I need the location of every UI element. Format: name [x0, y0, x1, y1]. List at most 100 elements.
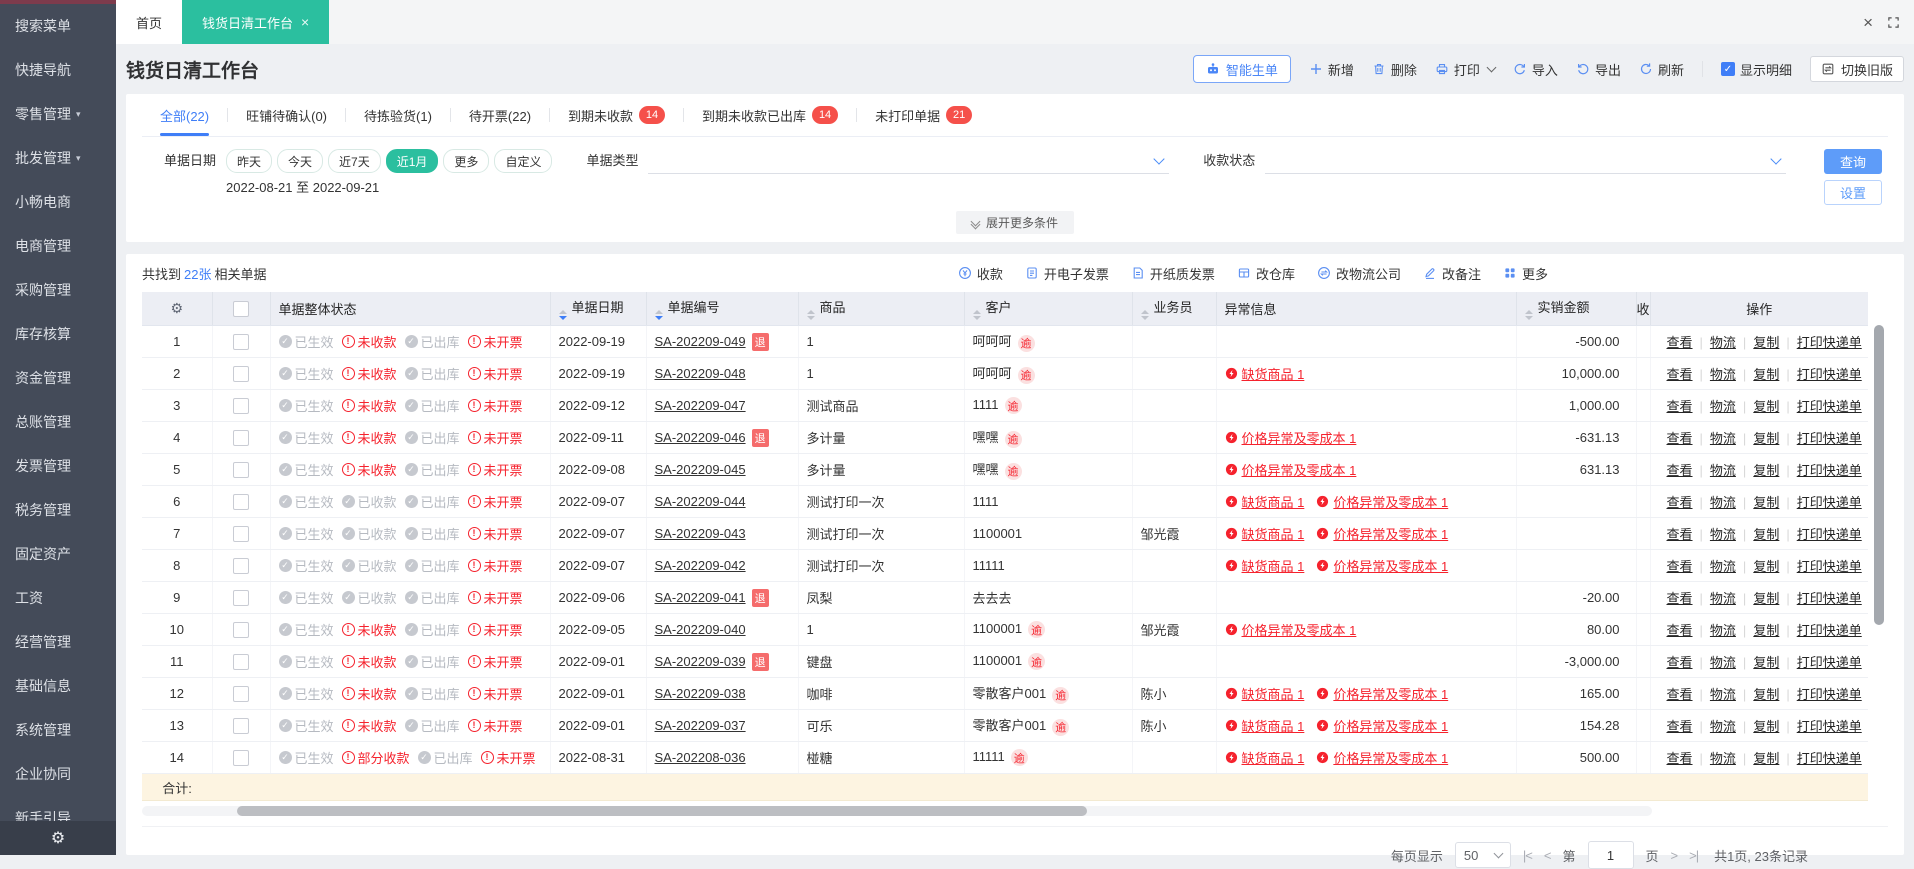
show-detail-toggle[interactable]: ✓ 显示明细 — [1720, 60, 1792, 79]
row-op-查看[interactable]: 查看 — [1666, 719, 1693, 734]
status-tab[interactable]: 待拣验货(1) — [364, 108, 432, 124]
payment-status-select[interactable] — [1265, 149, 1787, 174]
sidebar-item[interactable]: 基础信息 — [15, 678, 71, 694]
row-op-复制[interactable]: 复制 — [1753, 335, 1780, 350]
row-op-查看[interactable]: 查看 — [1666, 431, 1693, 446]
row-checkbox[interactable] — [233, 525, 249, 542]
column-settings-gear-icon[interactable]: ⚙ — [170, 300, 184, 316]
row-op-查看[interactable]: 查看 — [1666, 591, 1693, 606]
row-checkbox[interactable] — [233, 461, 249, 478]
result-count-link[interactable]: 22张 — [184, 266, 212, 282]
table-header-cell[interactable]: 单据编号 — [646, 292, 799, 326]
row-op-复制[interactable]: 复制 — [1753, 623, 1780, 638]
row-op-打印快递单[interactable]: 打印快递单 — [1796, 687, 1862, 702]
row-op-物流[interactable]: 物流 — [1709, 687, 1736, 702]
row-checkbox[interactable] — [233, 365, 249, 382]
order-number-link[interactable]: SA-202209-037 — [654, 718, 746, 733]
switch-old-version-button[interactable]: 切换旧版 — [1809, 56, 1904, 82]
refresh-button[interactable]: 刷新 — [1639, 60, 1684, 79]
row-checkbox[interactable] — [233, 493, 249, 510]
sidebar-item[interactable]: 搜索菜单 — [15, 18, 71, 34]
status-tab[interactable]: 到期未收款 14 — [550, 94, 683, 136]
expand-more-button[interactable]: 展开更多条件 — [955, 211, 1074, 234]
row-checkbox[interactable] — [233, 685, 249, 702]
exception-link[interactable]: 价格异常及零成本 1 — [1316, 492, 1448, 511]
row-op-打印快递单[interactable]: 打印快递单 — [1796, 655, 1862, 670]
smart-create-button[interactable]: 智能生单 — [1192, 55, 1291, 83]
row-op-物流[interactable]: 物流 — [1709, 751, 1736, 766]
order-number-link[interactable]: SA-202209-041 — [654, 589, 746, 605]
exception-link[interactable]: 缺货商品 1 — [1225, 556, 1304, 575]
horizontal-scrollbar-thumb[interactable] — [237, 806, 1087, 816]
order-number-link[interactable]: SA-202209-047 — [654, 398, 746, 413]
sort-icon[interactable] — [558, 310, 567, 320]
row-op-查看[interactable]: 查看 — [1666, 335, 1693, 350]
settings-gear-icon[interactable]: ⚙ — [50, 830, 66, 847]
status-tab[interactable]: 全部(22) — [142, 94, 227, 136]
row-op-查看[interactable]: 查看 — [1666, 527, 1693, 542]
sort-icon[interactable] — [972, 310, 981, 320]
vertical-scrollbar-thumb[interactable] — [1874, 325, 1884, 625]
order-number-link[interactable]: SA-202208-036 — [654, 750, 746, 765]
row-op-物流[interactable]: 物流 — [1709, 527, 1736, 542]
fullscreen-icon[interactable] — [1887, 16, 1900, 29]
row-checkbox[interactable] — [233, 653, 249, 670]
order-number-link[interactable]: SA-202209-049 — [654, 333, 746, 349]
row-op-打印快递单[interactable]: 打印快递单 — [1796, 623, 1862, 638]
row-op-复制[interactable]: 复制 — [1753, 719, 1780, 734]
row-op-打印快递单[interactable]: 打印快递单 — [1796, 399, 1862, 414]
row-op-查看[interactable]: 查看 — [1666, 367, 1693, 382]
next-page-icon[interactable]: > — [1670, 847, 1679, 863]
row-op-物流[interactable]: 物流 — [1709, 367, 1736, 382]
row-op-打印快递单[interactable]: 打印快递单 — [1796, 591, 1862, 606]
close-icon[interactable]: × — [1863, 12, 1873, 32]
exception-link[interactable]: 缺货商品 1 — [1225, 364, 1304, 383]
first-page-icon[interactable]: |< — [1522, 847, 1533, 863]
row-op-打印快递单[interactable]: 打印快递单 — [1796, 463, 1862, 478]
sidebar-item[interactable]: 批发管理 ▾ — [15, 150, 81, 166]
paper-invoice-button[interactable]: 开纸质发票 — [1131, 264, 1215, 283]
row-op-打印快递单[interactable]: 打印快递单 — [1796, 719, 1862, 734]
row-op-物流[interactable]: 物流 — [1709, 655, 1736, 670]
date-pill[interactable]: 更多 — [443, 149, 490, 173]
row-op-查看[interactable]: 查看 — [1666, 623, 1693, 638]
settings-button[interactable]: 设置 — [1824, 180, 1883, 205]
row-op-物流[interactable]: 物流 — [1709, 335, 1736, 350]
row-checkbox[interactable] — [233, 557, 249, 574]
row-op-打印快递单[interactable]: 打印快递单 — [1796, 431, 1862, 446]
date-pill[interactable]: 近1月 — [385, 149, 439, 173]
date-pill[interactable]: 自定义 — [494, 149, 553, 173]
prev-page-icon[interactable]: < — [1543, 847, 1552, 863]
row-op-打印快递单[interactable]: 打印快递单 — [1796, 335, 1862, 350]
row-op-查看[interactable]: 查看 — [1666, 655, 1693, 670]
table-header-cell[interactable]: 单据日期 — [550, 292, 647, 326]
row-op-复制[interactable]: 复制 — [1753, 495, 1780, 510]
exception-link[interactable]: 缺货商品 1 — [1225, 748, 1304, 767]
table-header-cell[interactable]: 业务员 — [1132, 292, 1217, 326]
row-op-复制[interactable]: 复制 — [1753, 431, 1780, 446]
sidebar-item[interactable]: 小畅电商 — [15, 194, 71, 210]
order-number-link[interactable]: SA-202209-039 — [654, 653, 746, 669]
row-checkbox[interactable] — [233, 429, 249, 446]
export-button[interactable]: 导出 — [1576, 60, 1621, 79]
row-op-打印快递单[interactable]: 打印快递单 — [1796, 367, 1862, 382]
row-op-物流[interactable]: 物流 — [1709, 591, 1736, 606]
row-checkbox[interactable] — [233, 333, 249, 350]
table-header-cell[interactable] — [212, 292, 271, 326]
order-number-link[interactable]: SA-202209-044 — [654, 494, 746, 509]
sidebar-item[interactable]: 采购管理 — [15, 282, 71, 298]
close-tab-icon[interactable]: × — [301, 14, 310, 30]
exception-link[interactable]: 价格异常及零成本 1 — [1225, 620, 1356, 639]
change-logistics-button[interactable]: 改物流公司 — [1317, 264, 1401, 283]
sort-icon[interactable] — [1140, 310, 1149, 320]
sort-icon[interactable] — [806, 310, 815, 320]
order-number-link[interactable]: SA-202209-048 — [654, 366, 746, 381]
row-op-物流[interactable]: 物流 — [1709, 463, 1736, 478]
date-pill[interactable]: 近7天 — [328, 149, 381, 173]
row-op-查看[interactable]: 查看 — [1666, 687, 1693, 702]
row-op-物流[interactable]: 物流 — [1709, 719, 1736, 734]
row-checkbox[interactable] — [233, 717, 249, 734]
order-number-link[interactable]: SA-202209-040 — [654, 622, 746, 637]
sidebar-item[interactable]: 固定资产 — [15, 546, 71, 562]
row-op-查看[interactable]: 查看 — [1666, 463, 1693, 478]
